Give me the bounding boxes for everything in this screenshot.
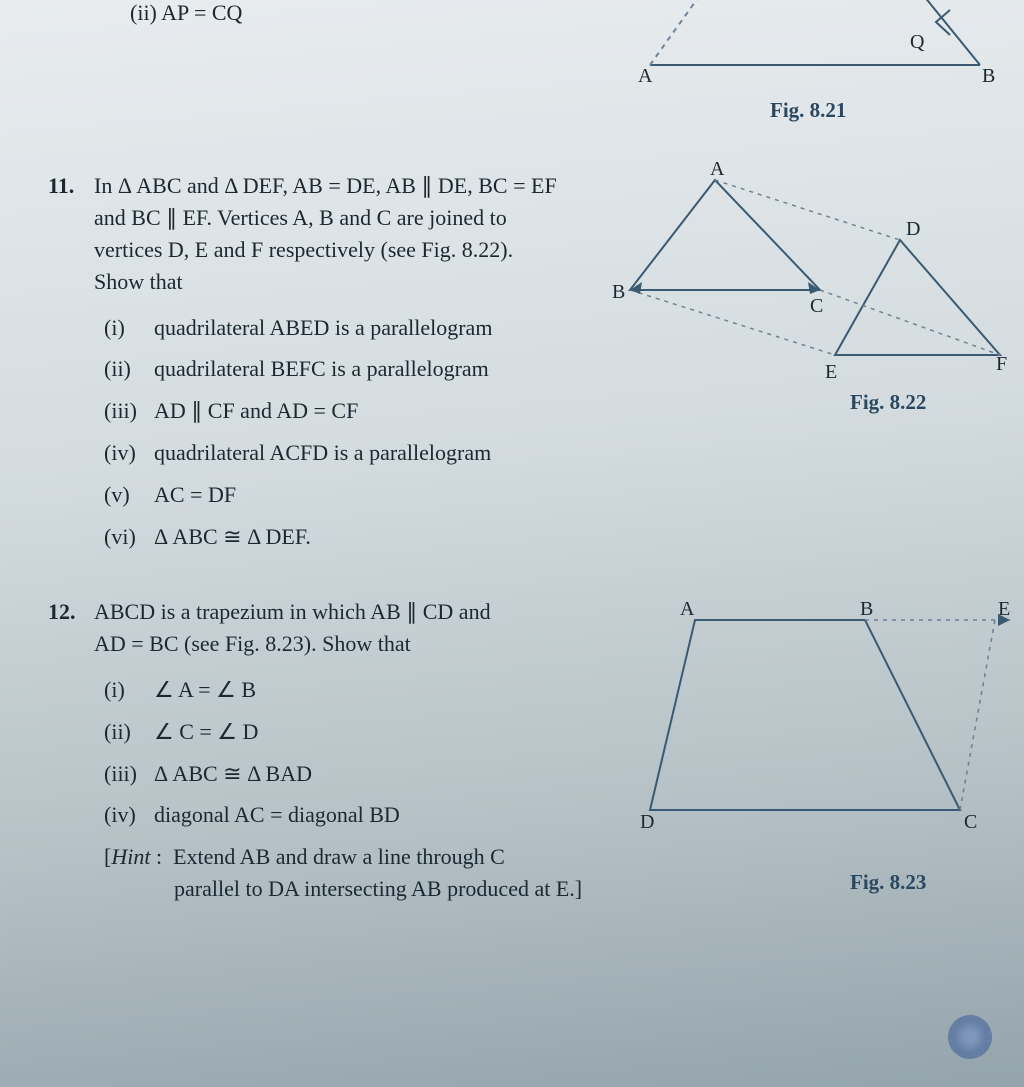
label-B: B	[612, 281, 625, 303]
figure-8-22-diagram: A B C D E F	[610, 160, 1010, 390]
label-E: E	[998, 598, 1010, 620]
figure-8-23-diagram: A B C D E	[640, 590, 1020, 850]
hint-word: Hint	[111, 844, 150, 869]
q11-stem-line2: and BC ∥ EF. Vertices A, B and C are joi…	[94, 202, 610, 234]
page-stamp-icon	[945, 1012, 996, 1063]
figure-8-21-diagram: A B Q	[610, 0, 1010, 90]
q12-part-i: (i) ∠ A = ∠ B	[104, 674, 640, 706]
part-text: Δ ABC ≅ Δ DEF.	[154, 521, 311, 553]
item-ii-apcq: (ii) AP = CQ	[130, 0, 242, 26]
q11-part-i: (i) quadrilateral ABED is a parallelogra…	[104, 312, 610, 344]
part-text: AD ∥ CF and AD = CF	[154, 395, 358, 427]
q12-stem-line2: AD = BC (see Fig. 8.23). Show that	[94, 628, 640, 660]
q11-part-v: (v) AC = DF	[104, 479, 610, 511]
part-number: (ii)	[104, 716, 154, 748]
q12-stem-line1: ABCD is a trapezium in which AB ∥ CD and	[94, 596, 640, 628]
part-text: Δ ABC ≅ Δ BAD	[154, 758, 312, 790]
part-text: quadrilateral ACFD is a parallelogram	[154, 437, 491, 469]
question-11: 11. In Δ ABC and Δ DEF, AB = DE, AB ∥ DE…	[50, 170, 610, 563]
part-number: (i)	[104, 674, 154, 706]
label-B: B	[860, 598, 873, 620]
q11-part-iii: (iii) AD ∥ CF and AD = CF	[104, 395, 610, 427]
part-number: (iv)	[104, 437, 154, 469]
label-A: A	[710, 160, 725, 180]
part-number: (v)	[104, 479, 154, 511]
part-text: ∠ C = ∠ D	[154, 716, 258, 748]
part-number: (ii)	[104, 353, 154, 385]
part-number: (iv)	[104, 799, 154, 831]
textbook-page: (ii) AP = CQ A B Q Fig. 8.21 11. In Δ AB…	[0, 0, 1024, 1087]
q11-part-iv: (iv) quadrilateral ACFD is a parallelogr…	[104, 437, 610, 469]
part-number: (vi)	[104, 521, 154, 553]
part-text: diagonal AC = diagonal BD	[154, 799, 400, 831]
figure-8-23-caption: Fig. 8.23	[850, 870, 926, 895]
part-number: (iii)	[104, 395, 154, 427]
label-C: C	[964, 811, 977, 833]
q11-stem-line4: Show that	[94, 266, 610, 298]
q12-part-ii: (ii) ∠ C = ∠ D	[104, 716, 640, 748]
label-D: D	[640, 811, 654, 833]
figure-8-22-caption: Fig. 8.22	[850, 390, 926, 415]
hint-line2: parallel to DA intersecting AB produced …	[104, 873, 640, 905]
part-text: quadrilateral ABED is a parallelogram	[154, 312, 492, 344]
label-F: F	[996, 353, 1007, 375]
q11-part-vi: (vi) Δ ABC ≅ Δ DEF.	[104, 521, 610, 553]
part-text: AC = DF	[154, 479, 236, 511]
q11-stem-line3: vertices D, E and F respectively (see Fi…	[94, 234, 610, 266]
q12-part-iv: (iv) diagonal AC = diagonal BD	[104, 799, 640, 831]
part-text: ∠ A = ∠ B	[154, 674, 256, 706]
q11-stem-line1: In Δ ABC and Δ DEF, AB = DE, AB ∥ DE, BC…	[94, 170, 610, 202]
label-Q: Q	[910, 31, 925, 53]
figure-8-21-caption: Fig. 8.21	[770, 98, 846, 123]
label-E: E	[825, 361, 837, 383]
question-number-11: 11.	[48, 170, 74, 202]
label-A: A	[680, 598, 695, 620]
question-12: 12. ABCD is a trapezium in which AB ∥ CD…	[50, 596, 640, 905]
label-A: A	[638, 65, 653, 87]
question-number-12: 12.	[48, 596, 76, 628]
part-number: (i)	[104, 312, 154, 344]
part-number: (iii)	[104, 758, 154, 790]
label-C: C	[810, 295, 823, 317]
q12-part-iii: (iii) Δ ABC ≅ Δ BAD	[104, 758, 640, 790]
q11-part-ii: (ii) quadrilateral BEFC is a parallelogr…	[104, 353, 610, 385]
label-D: D	[906, 218, 920, 240]
label-B: B	[982, 65, 995, 87]
part-text: quadrilateral BEFC is a parallelogram	[154, 353, 489, 385]
q12-hint: [Hint : Extend AB and draw a line throug…	[104, 841, 640, 905]
